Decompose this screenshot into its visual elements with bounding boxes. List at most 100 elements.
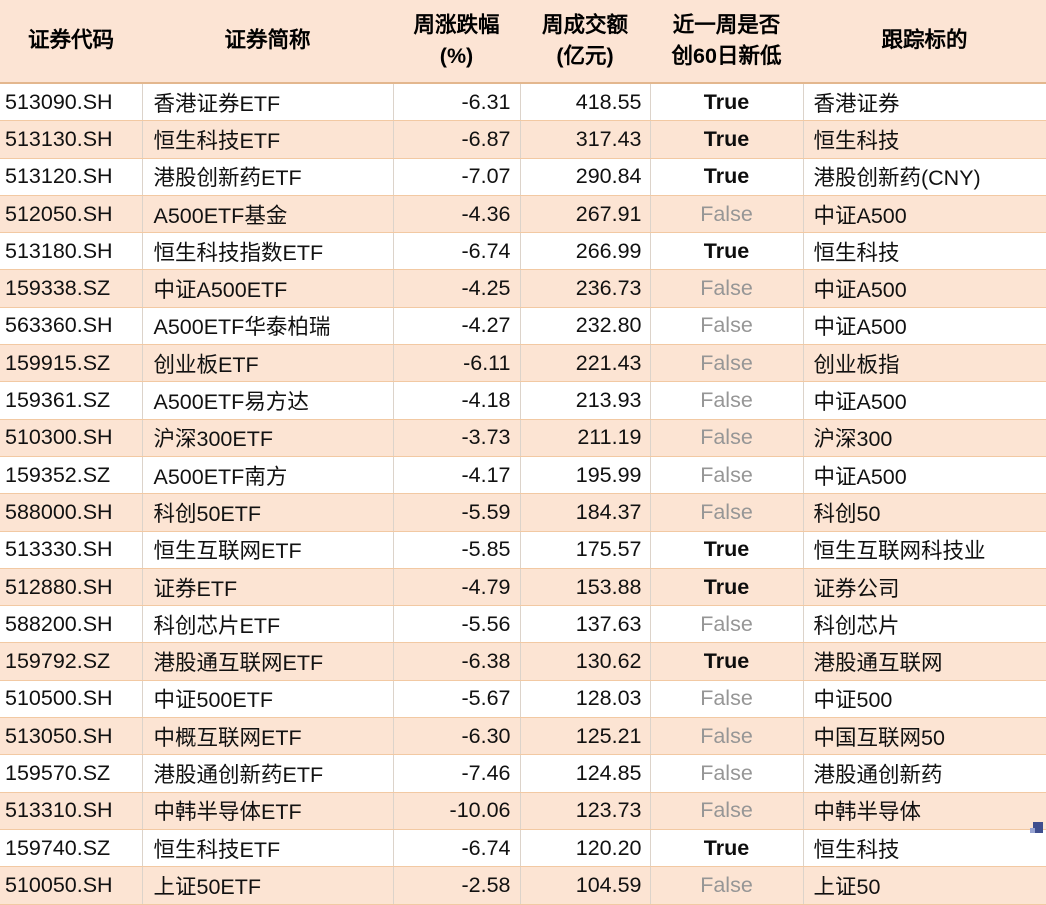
- cell-tracking-target: 恒生互联网科技业: [803, 531, 1046, 569]
- cell-new-low: True: [650, 829, 804, 868]
- table-row: 510500.SH 中证500ETF -5.67 128.03 False 中证500: [0, 680, 1046, 719]
- cell-new-low: True: [650, 642, 804, 681]
- cell-new-low: False: [650, 866, 804, 905]
- cell-code: 159740.SZ: [0, 829, 143, 868]
- cell-name: 中证500ETF: [142, 680, 394, 719]
- cell-weekly-turnover: 153.88: [520, 568, 651, 607]
- cell-tracking-target: 中证500: [803, 680, 1046, 719]
- cell-code: 588000.SH: [0, 493, 143, 532]
- cell-weekly-turnover: 124.85: [520, 754, 651, 793]
- cell-new-low: False: [650, 717, 804, 756]
- cell-weekly-change: -3.73: [393, 419, 521, 457]
- cell-new-low: False: [650, 680, 804, 719]
- cell-code: 510500.SH: [0, 680, 143, 719]
- cell-tracking-target: 恒生科技: [803, 829, 1046, 868]
- cell-code: 588200.SH: [0, 605, 143, 644]
- cell-tracking-target: 中证A500: [803, 269, 1046, 308]
- cell-weekly-change: -6.11: [393, 344, 521, 383]
- cell-weekly-turnover: 137.63: [520, 605, 651, 644]
- cell-name: 中证A500ETF: [142, 269, 394, 308]
- cell-name: 香港证券ETF: [142, 83, 394, 122]
- table-row: 159792.SZ 港股通互联网ETF -6.38 130.62 True 港股通互联网: [0, 642, 1046, 681]
- table-row: 159570.SZ 港股通创新药ETF -7.46 124.85 False 港股通创新药: [0, 754, 1046, 793]
- cell-name: 上证50ETF: [142, 866, 394, 905]
- cell-weekly-change: -4.17: [393, 456, 521, 495]
- corner-resize-mark: [1030, 822, 1043, 833]
- cell-code: 513050.SH: [0, 717, 143, 756]
- cell-name: 中概互联网ETF: [142, 717, 394, 756]
- table-row: 510300.SH 沪深300ETF -3.73 211.19 False 沪深300: [0, 419, 1046, 457]
- cell-tracking-target: 科创芯片: [803, 605, 1046, 644]
- cell-new-low: False: [650, 307, 804, 346]
- cell-tracking-target: 上证50: [803, 866, 1046, 905]
- cell-name: 恒生科技ETF: [142, 120, 394, 159]
- table-row: 159338.SZ 中证A500ETF -4.25 236.73 False 中证A500: [0, 269, 1046, 308]
- cell-weekly-change: -6.74: [393, 232, 521, 271]
- corner-mark-dark-square: [1033, 822, 1043, 833]
- cell-code: 159352.SZ: [0, 456, 143, 495]
- table-row: 512880.SH 证券ETF -4.79 153.88 True 证券公司: [0, 568, 1046, 607]
- cell-weekly-turnover: 213.93: [520, 381, 651, 420]
- cell-new-low: False: [650, 344, 804, 383]
- table-row: 159915.SZ 创业板ETF -6.11 221.43 False 创业板指: [0, 344, 1046, 383]
- cell-name: A500ETF基金: [142, 195, 394, 234]
- cell-weekly-change: -5.67: [393, 680, 521, 719]
- cell-name: 科创50ETF: [142, 493, 394, 532]
- cell-tracking-target: 证券公司: [803, 568, 1046, 607]
- cell-weekly-turnover: 267.91: [520, 195, 651, 234]
- cell-code: 513090.SH: [0, 83, 143, 122]
- cell-tracking-target: 港股通互联网: [803, 642, 1046, 681]
- cell-weekly-turnover: 175.57: [520, 531, 651, 569]
- cell-new-low: True: [650, 232, 804, 271]
- cell-code: 513310.SH: [0, 792, 143, 830]
- cell-code: 159338.SZ: [0, 269, 143, 308]
- cell-weekly-turnover: 418.55: [520, 83, 651, 122]
- column-header-weekly-change: 周涨跌幅 (%): [393, 0, 520, 84]
- cell-new-low: True: [650, 120, 804, 159]
- cell-weekly-change: -4.79: [393, 568, 521, 607]
- cell-code: 159361.SZ: [0, 381, 143, 420]
- cell-weekly-change: -4.18: [393, 381, 521, 420]
- cell-tracking-target: 港股创新药(CNY): [803, 158, 1046, 196]
- cell-code: 512880.SH: [0, 568, 143, 607]
- cell-tracking-target: 科创50: [803, 493, 1046, 532]
- table-row: 513050.SH 中概互联网ETF -6.30 125.21 False 中国互联网50: [0, 717, 1046, 756]
- cell-code: 159915.SZ: [0, 344, 143, 383]
- cell-new-low: False: [650, 269, 804, 308]
- cell-tracking-target: 港股通创新药: [803, 754, 1046, 793]
- cell-new-low: True: [650, 83, 804, 122]
- table-row: 159352.SZ A500ETF南方 -4.17 195.99 False 中证A500: [0, 456, 1046, 495]
- cell-code: 510300.SH: [0, 419, 143, 457]
- cell-new-low: False: [650, 456, 804, 495]
- cell-new-low: False: [650, 605, 804, 644]
- cell-code: 513180.SH: [0, 232, 143, 271]
- cell-weekly-turnover: 128.03: [520, 680, 651, 719]
- cell-new-low: False: [650, 381, 804, 420]
- cell-weekly-turnover: 236.73: [520, 269, 651, 308]
- table-row: 513120.SH 港股创新药ETF -7.07 290.84 True 港股创新药(CN…: [0, 158, 1046, 196]
- cell-code: 512050.SH: [0, 195, 143, 234]
- cell-weekly-turnover: 195.99: [520, 456, 651, 495]
- cell-weekly-turnover: 232.80: [520, 307, 651, 346]
- cell-weekly-change: -4.25: [393, 269, 521, 308]
- table-header: 证券代码 证券简称 周涨跌幅 (%) 周成交额 (亿元) 近一周是否 创60日新…: [0, 0, 1046, 84]
- cell-tracking-target: 香港证券: [803, 83, 1046, 122]
- column-header-name: 证券简称: [142, 0, 393, 84]
- cell-weekly-change: -10.06: [393, 792, 521, 830]
- cell-weekly-change: -4.36: [393, 195, 521, 234]
- cell-weekly-turnover: 317.43: [520, 120, 651, 159]
- cell-code: 159570.SZ: [0, 754, 143, 793]
- column-header-tracking-target: 跟踪标的: [803, 0, 1046, 84]
- cell-weekly-change: -6.87: [393, 120, 521, 159]
- cell-new-low: False: [650, 493, 804, 532]
- cell-weekly-change: -6.30: [393, 717, 521, 756]
- cell-new-low: False: [650, 754, 804, 793]
- cell-tracking-target: 创业板指: [803, 344, 1046, 383]
- cell-weekly-turnover: 120.20: [520, 829, 651, 868]
- cell-name: 恒生科技指数ETF: [142, 232, 394, 271]
- cell-weekly-change: -4.27: [393, 307, 521, 346]
- cell-weekly-change: -5.59: [393, 493, 521, 532]
- cell-new-low: False: [650, 792, 804, 830]
- column-header-code: 证券代码: [0, 0, 142, 84]
